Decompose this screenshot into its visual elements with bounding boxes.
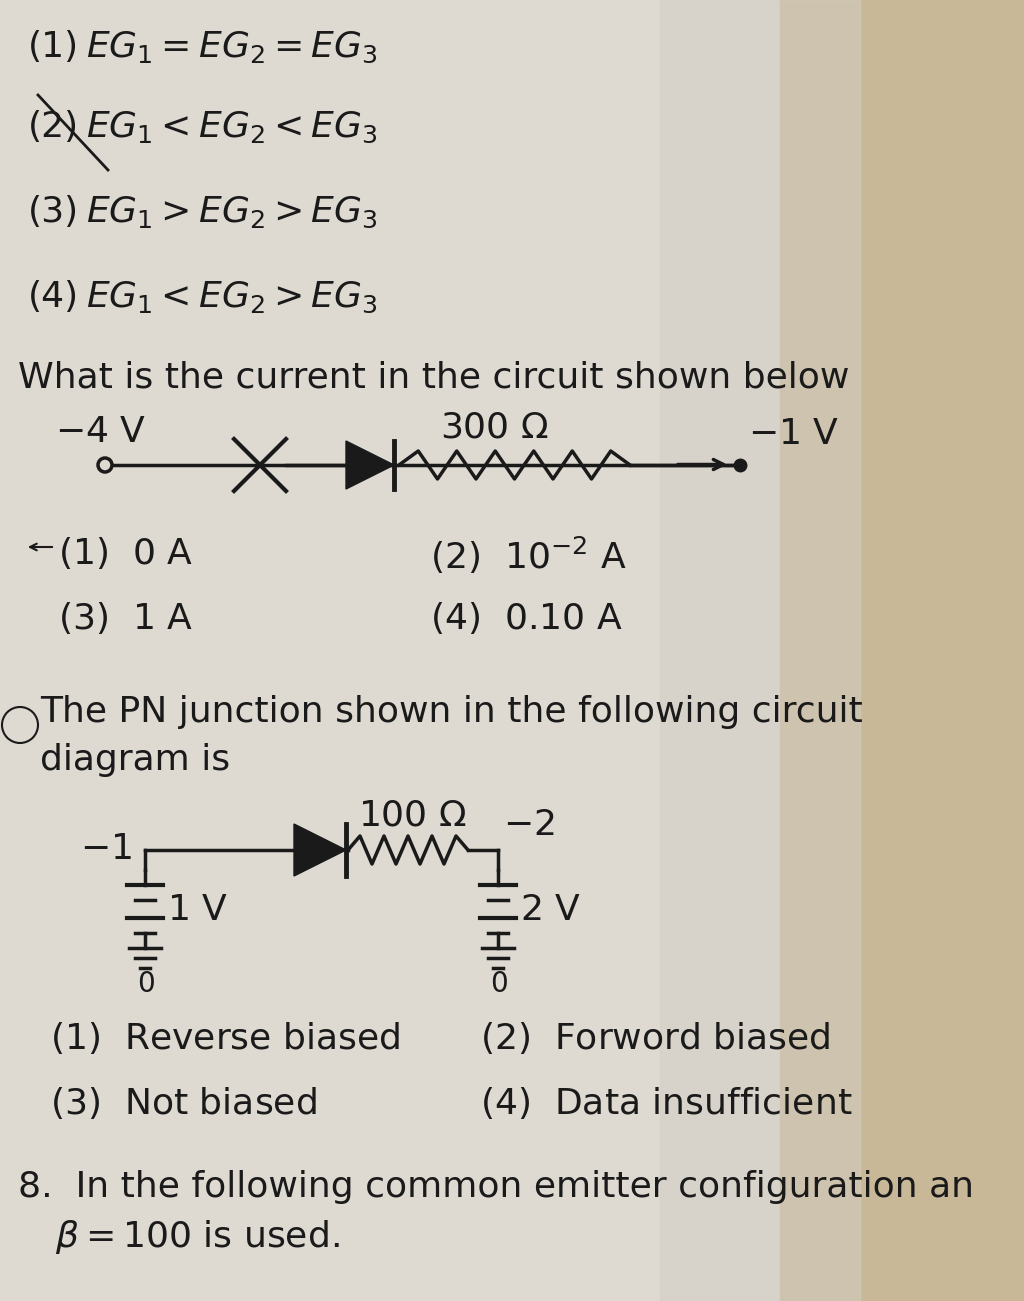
Text: $(2)$  Forword biased: $(2)$ Forword biased (480, 1020, 830, 1056)
Text: $100\ \Omega$: $100\ \Omega$ (358, 798, 467, 833)
Text: (2): (2) (28, 111, 79, 144)
Text: $(2)$  $10^{-2}$ A: $(2)$ $10^{-2}$ A (430, 535, 627, 576)
Text: $(4)$  0.10 A: $(4)$ 0.10 A (430, 600, 623, 636)
Polygon shape (346, 441, 394, 489)
Text: $(3)$  1 A: $(3)$ 1 A (58, 600, 193, 636)
Text: 0: 0 (137, 971, 155, 998)
Text: What is the current in the circuit shown below: What is the current in the circuit shown… (18, 360, 849, 394)
Text: $EG_1 = EG_2 = EG_3$: $EG_1 = EG_2 = EG_3$ (86, 30, 377, 65)
Text: $-1$: $-1$ (80, 833, 132, 866)
Text: $EG_1 < EG_2 > EG_3$: $EG_1 < EG_2 > EG_3$ (86, 280, 377, 315)
Text: (1): (1) (28, 30, 79, 64)
Text: $\beta = 100$ is used.: $\beta = 100$ is used. (55, 1218, 340, 1255)
Text: diagram is: diagram is (40, 743, 230, 777)
Text: $-1\ \mathrm{V}$: $-1\ \mathrm{V}$ (748, 418, 840, 451)
Polygon shape (294, 824, 346, 876)
Text: $EG_1 < EG_2 < EG_3$: $EG_1 < EG_2 < EG_3$ (86, 111, 377, 146)
Text: (4): (4) (28, 280, 79, 314)
Text: $300\ \Omega$: $300\ \Omega$ (440, 410, 549, 444)
Text: 0: 0 (490, 971, 508, 998)
Text: $(1)$  Reverse biased: $(1)$ Reverse biased (50, 1020, 400, 1056)
Text: $1\ \mathrm{V}$: $1\ \mathrm{V}$ (167, 892, 228, 928)
Text: The PN junction shown in the following circuit: The PN junction shown in the following c… (40, 695, 863, 729)
Bar (780, 0, 1024, 1301)
Text: $(1)$  0 A: $(1)$ 0 A (58, 535, 193, 571)
Text: $2\ \mathrm{V}$: $2\ \mathrm{V}$ (520, 892, 581, 928)
Text: $(3)$  Not biased: $(3)$ Not biased (50, 1085, 316, 1121)
Text: 8.  In the following common emitter configuration an: 8. In the following common emitter confi… (18, 1170, 974, 1203)
Text: $-4\ \mathrm{V}$: $-4\ \mathrm{V}$ (55, 415, 146, 449)
Text: $-2$: $-2$ (503, 808, 555, 842)
Bar (660, 0, 860, 1301)
Text: $(4)$  Data insufficient: $(4)$ Data insufficient (480, 1085, 852, 1121)
Text: (3): (3) (28, 195, 79, 229)
Text: $EG_1 > EG_2 > EG_3$: $EG_1 > EG_2 > EG_3$ (86, 195, 377, 230)
Bar (0, 0, 780, 1301)
